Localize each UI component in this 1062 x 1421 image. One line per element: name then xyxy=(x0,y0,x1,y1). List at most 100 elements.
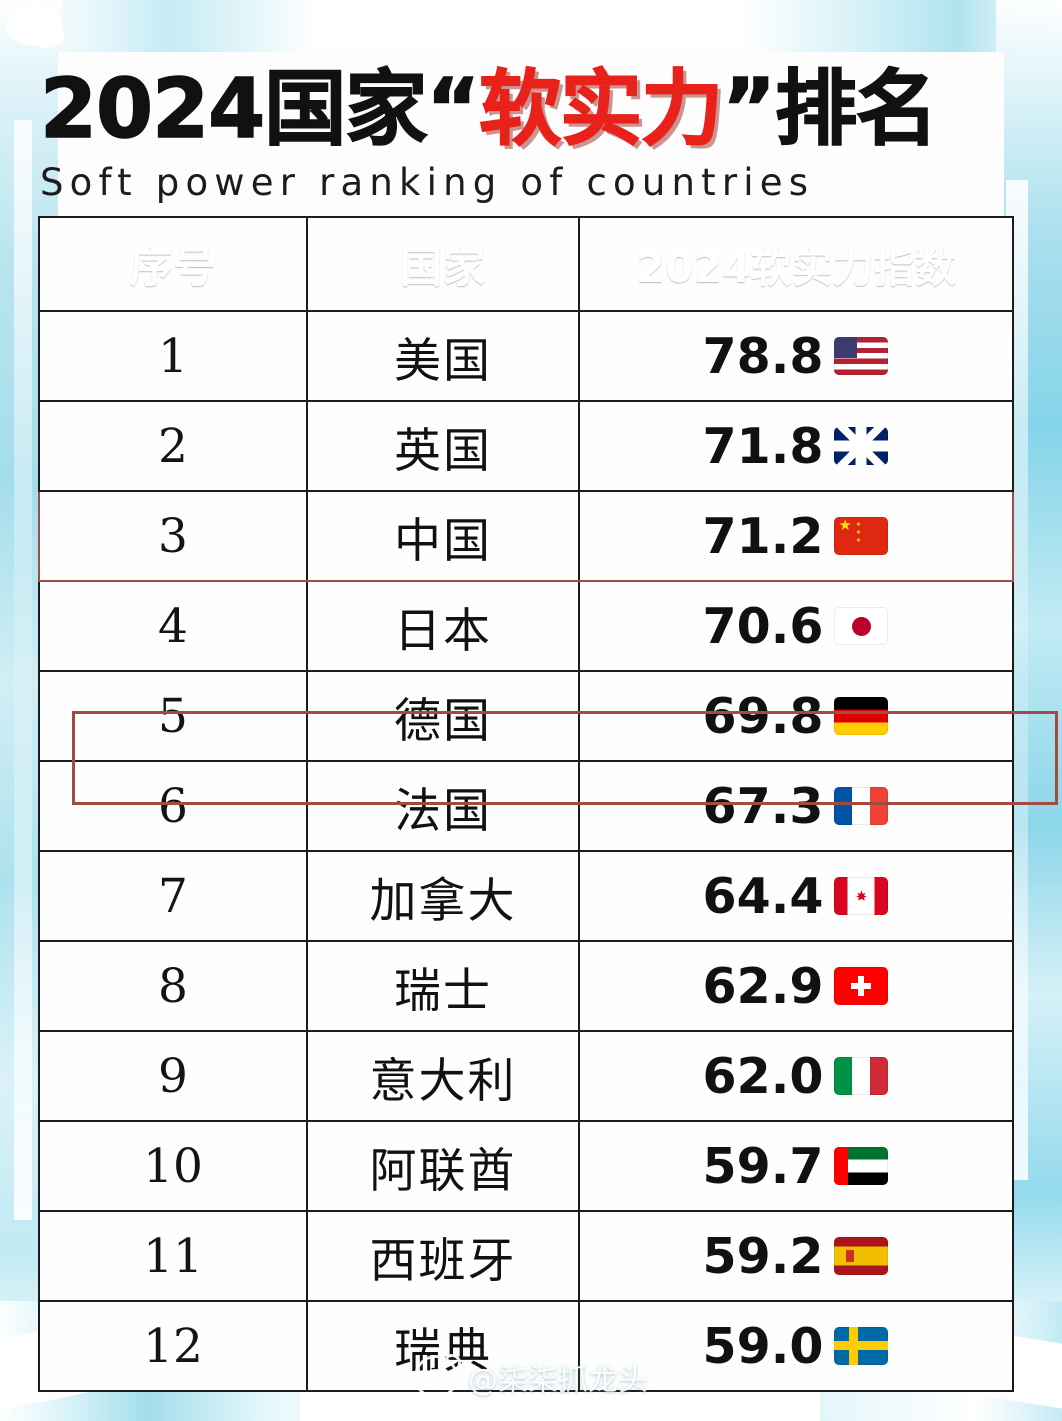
cell-rank: 7 xyxy=(38,850,308,942)
cell-score: 59.2 xyxy=(578,1210,1014,1302)
cell-rank: 9 xyxy=(38,1030,308,1122)
title-quote-open: “ xyxy=(425,61,480,158)
flag-graphic xyxy=(834,337,889,375)
flag-graphic xyxy=(834,1237,889,1275)
cell-score: 67.3 xyxy=(578,760,1014,852)
title-highlight: 软实力 xyxy=(478,61,724,158)
cell-score: 62.0 xyxy=(578,1030,1014,1122)
score-value: 78.8 xyxy=(702,327,824,385)
page-title: 2024国家“软实力”排名 xyxy=(39,61,1020,158)
score-with-flag: 59.7 xyxy=(580,1138,1012,1195)
cell-country: 美国 xyxy=(306,310,580,402)
flag-graphic xyxy=(834,427,889,465)
flag-graphic xyxy=(834,1057,889,1095)
cell-score: 71.2 xyxy=(578,490,1014,582)
flag-de-icon xyxy=(833,696,889,736)
score-value: 59.7 xyxy=(702,1137,824,1195)
cell-country: 德国 xyxy=(306,670,580,762)
title-suffix: 排名 xyxy=(774,61,939,158)
flag-graphic xyxy=(834,1147,889,1185)
cell-country: 日本 xyxy=(306,580,580,672)
cell-rank: 4 xyxy=(38,580,308,672)
table-row[interactable]: 5 德国 69.8 xyxy=(38,670,1014,762)
cell-country: 英国 xyxy=(306,400,580,492)
cell-score: 71.8 xyxy=(578,400,1014,492)
cell-country: 意大利 xyxy=(306,1030,580,1122)
title-block: 2024国家“软实力”排名 Soft power ranking of coun… xyxy=(39,61,1020,206)
table-header-row: 序号 国家 2024软实力指数 xyxy=(38,216,1014,312)
flag-ch-icon xyxy=(833,966,889,1006)
score-value: 59.0 xyxy=(702,1317,824,1375)
cell-score: 69.8 xyxy=(578,670,1014,762)
score-value: 62.9 xyxy=(702,957,824,1015)
table-row[interactable]: 11 西班牙 59.2 xyxy=(38,1210,1014,1302)
score-value: 71.2 xyxy=(702,507,824,565)
score-with-flag: 62.9 xyxy=(580,958,1012,1015)
table-row[interactable]: 10 阿联酋 59.7 xyxy=(38,1120,1014,1212)
table-row[interactable]: 7 加拿大 64.4 xyxy=(38,850,1014,942)
cell-score: 78.8 xyxy=(578,310,1014,402)
score-with-flag: 71.2 xyxy=(580,508,1012,565)
cell-score: 62.9 xyxy=(578,940,1014,1032)
table-row[interactable]: 2 英国 71.8 xyxy=(38,400,1014,492)
flag-graphic xyxy=(834,607,889,645)
cell-rank: 10 xyxy=(38,1120,308,1212)
flag-graphic xyxy=(834,517,889,555)
score-with-flag: 59.0 xyxy=(580,1318,1012,1375)
ranking-table: 序号 国家 2024软实力指数 1美国 78.8 2英国 71.8 3中国 71.2 4日本… xyxy=(38,216,1014,1392)
flag-graphic xyxy=(834,1327,889,1365)
cell-country: 加拿大 xyxy=(306,850,580,942)
flag-graphic xyxy=(834,787,889,825)
column-header-index[interactable]: 2024软实力指数 xyxy=(578,216,1014,312)
cell-country: 西班牙 xyxy=(306,1210,580,1302)
flag-cn-icon xyxy=(833,516,889,556)
weibo-icon xyxy=(414,1354,461,1399)
flag-fr-icon xyxy=(833,786,889,826)
page-subtitle: Soft power ranking of countries xyxy=(40,161,815,204)
ranking-table-wrapper: 序号 国家 2024软实力指数 1美国 78.8 2英国 71.8 3中国 71.2 4日本… xyxy=(38,216,1058,1392)
score-with-flag: 67.3 xyxy=(580,778,1012,835)
flag-ae-icon xyxy=(833,1146,889,1186)
score-with-flag: 69.8 xyxy=(580,688,1012,745)
snow-blob-icon xyxy=(30,22,64,48)
cell-rank: 6 xyxy=(38,760,308,852)
cell-score: 70.6 xyxy=(578,580,1014,672)
cell-rank: 2 xyxy=(38,400,308,492)
table-row[interactable]: 1 美国 78.8 xyxy=(38,310,1014,402)
title-quote-close: ” xyxy=(721,61,776,158)
cell-score: 59.0 xyxy=(578,1300,1014,1392)
flag-graphic xyxy=(834,877,889,915)
column-header-rank[interactable]: 序号 xyxy=(38,216,308,312)
cell-rank: 1 xyxy=(38,310,308,402)
watermark: @柒柒抓龙头 xyxy=(0,1354,1062,1399)
cell-rank: 11 xyxy=(38,1210,308,1302)
table-row[interactable]: 9 意大利 62.0 xyxy=(38,1030,1014,1122)
cell-score: 59.7 xyxy=(578,1120,1014,1212)
score-value: 71.8 xyxy=(702,417,824,475)
table-row[interactable]: 4 日本 70.6 xyxy=(38,580,1014,672)
score-with-flag: 62.0 xyxy=(580,1048,1012,1105)
score-with-flag: 70.6 xyxy=(580,598,1012,655)
cell-country: 阿联酋 xyxy=(306,1120,580,1212)
cell-country: 中国 xyxy=(306,490,580,582)
cell-country: 法国 xyxy=(306,760,580,852)
score-with-flag: 71.8 xyxy=(580,418,1012,475)
flag-ca-icon xyxy=(833,876,889,916)
score-value: 69.8 xyxy=(702,687,824,745)
table-row[interactable]: 3 中国 71.2 xyxy=(38,490,1014,582)
score-value: 59.2 xyxy=(702,1227,824,1285)
flag-it-icon xyxy=(833,1056,889,1096)
score-value: 62.0 xyxy=(702,1047,824,1105)
flag-us-icon xyxy=(833,336,889,376)
column-header-country[interactable]: 国家 xyxy=(306,216,580,312)
flag-es-icon xyxy=(833,1236,889,1276)
table-row[interactable]: 8 瑞士 62.9 xyxy=(38,940,1014,1032)
cell-rank: 12 xyxy=(38,1300,308,1392)
score-value: 67.3 xyxy=(702,777,824,835)
flag-se-icon xyxy=(833,1326,889,1366)
score-value: 64.4 xyxy=(702,867,824,925)
table-row[interactable]: 6 法国 67.3 xyxy=(38,760,1014,852)
flag-graphic xyxy=(834,697,889,735)
score-with-flag: 59.2 xyxy=(580,1228,1012,1285)
ice-border-top xyxy=(0,0,1062,58)
